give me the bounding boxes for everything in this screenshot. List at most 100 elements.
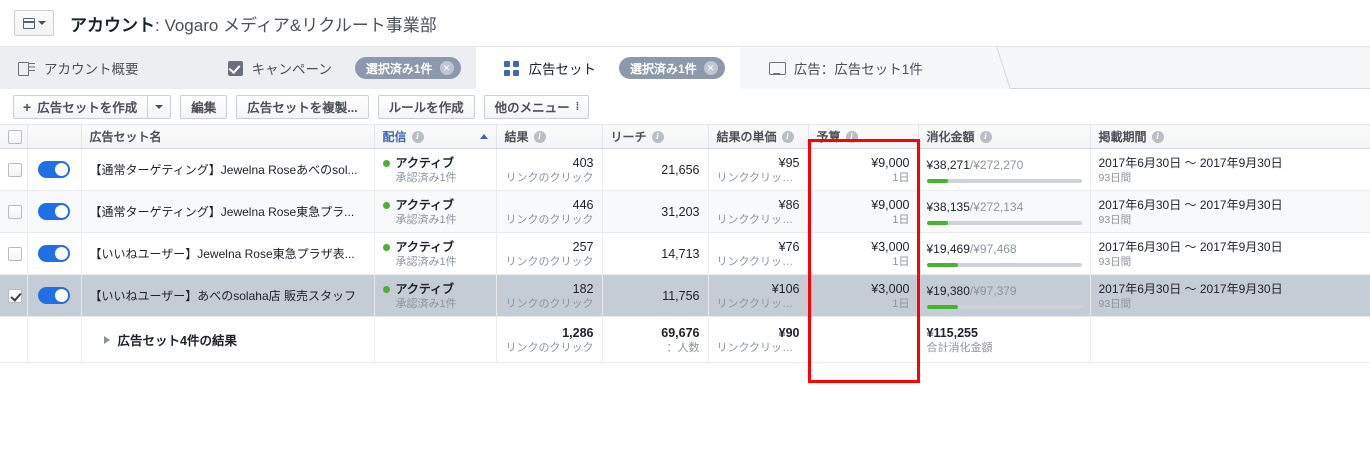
- info-icon[interactable]: i: [533, 130, 546, 143]
- header-cost-per-result[interactable]: 結果の単価 i: [708, 124, 809, 149]
- header-budget[interactable]: 予算 i: [808, 124, 919, 149]
- summary-label-cell[interactable]: 広告セット4件の結果: [81, 316, 375, 363]
- row-checkbox[interactable]: [8, 162, 22, 177]
- account-name: Vogaro メディア&リクルート事業部: [164, 15, 437, 35]
- row-checkbox[interactable]: [8, 288, 22, 303]
- header-toggle: [27, 124, 82, 149]
- row-checkbox[interactable]: [8, 246, 22, 261]
- more-menu-label: 他のメニュー: [494, 101, 570, 115]
- campaign-selected-count: 選択済み1件: [365, 61, 433, 76]
- row-checkbox-cell[interactable]: [0, 232, 28, 275]
- adset-name-link[interactable]: 【通常ターゲティング】Jewelna Rose東急プラ...: [81, 190, 375, 233]
- adsets-table: 広告セット名 配信 i 結果 i リーチ i: [0, 124, 1370, 363]
- summary-delivery-cell: [374, 316, 497, 363]
- budget-sub: 1日: [892, 255, 910, 268]
- results-sub: リンクのクリック: [505, 171, 594, 184]
- info-icon[interactable]: i: [781, 130, 794, 143]
- spend-progress-bar: [926, 220, 1082, 225]
- info-icon[interactable]: i: [845, 130, 858, 143]
- spent-amount: ¥19,380: [926, 283, 970, 298]
- sort-ascending-icon[interactable]: [479, 134, 488, 139]
- summary-reach-sub: ：人数: [666, 341, 700, 354]
- summary-results-cell: 1,286 リンクのクリック: [496, 316, 603, 363]
- schedule-cell: 2017年6月30日 ～ 2017年9月30日 93日間: [1090, 274, 1370, 317]
- results-value: 403: [572, 155, 594, 170]
- account-switcher-button[interactable]: [14, 10, 54, 36]
- row-toggle-cell[interactable]: [27, 190, 82, 233]
- spend-progress-fill: [926, 220, 949, 225]
- results-value: 257: [572, 239, 594, 254]
- header-adset-name[interactable]: 広告セット名: [81, 124, 375, 149]
- delivery-substatus: 承認済み1件: [395, 297, 457, 310]
- tab-ad-label: 広告：広告セット1件: [793, 62, 923, 77]
- row-checkbox-cell[interactable]: [0, 274, 28, 317]
- tab-bar: アカウント概要 キャンペーン 選択済み1件 ✕ 広告セッ: [0, 47, 1370, 89]
- adset-status-toggle[interactable]: [38, 245, 70, 262]
- reach-value: 14,713: [661, 246, 700, 261]
- spent-amount: ¥38,135: [926, 199, 970, 214]
- adset-status-toggle[interactable]: [38, 161, 70, 178]
- campaign-checkbox-icon: [227, 60, 243, 76]
- header-select-all[interactable]: [0, 124, 28, 149]
- cost-value: ¥76: [778, 239, 800, 254]
- close-icon[interactable]: ✕: [439, 61, 454, 75]
- table-row[interactable]: 【通常ターゲティング】Jewelna Rose東急プラ... アクティブ 承認済…: [0, 190, 1370, 233]
- info-icon[interactable]: i: [1151, 130, 1164, 143]
- close-icon[interactable]: ✕: [703, 61, 718, 75]
- results-sub: リンクのクリック: [505, 213, 594, 226]
- reach-cell: 14,713: [602, 232, 709, 275]
- select-all-checkbox[interactable]: [8, 129, 22, 144]
- create-rule-button[interactable]: ルールを作成: [377, 94, 475, 119]
- edit-button[interactable]: 編集: [180, 94, 228, 119]
- summary-label: 広告セット4件の結果: [117, 334, 237, 348]
- summary-schedule-cell: [1090, 316, 1370, 363]
- schedule-cell: 2017年6月30日 ～ 2017年9月30日 93日間: [1090, 148, 1370, 191]
- row-toggle-cell[interactable]: [27, 232, 82, 275]
- info-icon[interactable]: i: [411, 130, 424, 143]
- row-toggle-cell[interactable]: [27, 274, 82, 317]
- table-row[interactable]: 【通常ターゲティング】Jewelna Roseあべのsol... アクティブ 承…: [0, 148, 1370, 191]
- adset-name-link[interactable]: 【通常ターゲティング】Jewelna Roseあべのsol...: [81, 148, 375, 191]
- cost-per-result-cell: ¥95 リンククリック...: [708, 148, 809, 191]
- results-cell: 403 リンクのクリック: [496, 148, 603, 191]
- table-row[interactable]: 【いいねユーザー】Jewelna Rose東急プラザ表... アクティブ 承認済…: [0, 232, 1370, 275]
- info-icon[interactable]: i: [651, 130, 664, 143]
- row-toggle-cell[interactable]: [27, 148, 82, 191]
- header-schedule[interactable]: 掲載期間 i: [1090, 124, 1370, 149]
- create-adset-button[interactable]: + 広告セットを作成: [13, 94, 148, 119]
- schedule-duration: 93日間: [1098, 297, 1132, 310]
- duplicate-adset-button[interactable]: 広告セットを複製...: [236, 94, 369, 119]
- cost-sub: リンククリック...: [716, 255, 800, 268]
- row-checkbox-cell[interactable]: [0, 148, 28, 191]
- create-adset-dropdown-button[interactable]: [147, 94, 172, 119]
- adset-name-link[interactable]: 【いいねユーザー】Jewelna Rose東急プラザ表...: [81, 232, 375, 275]
- row-checkbox[interactable]: [8, 204, 22, 219]
- budget-sub: 1日: [892, 171, 910, 184]
- tab-ad[interactable]: 広告：広告セット1件: [739, 47, 1011, 89]
- delivery-substatus: 承認済み1件: [395, 171, 457, 184]
- spend-progress-bar: [926, 304, 1082, 309]
- expand-triangle-icon[interactable]: [103, 335, 110, 344]
- adset-name-link[interactable]: 【いいねユーザー】あべのsolaha店 販売スタッフ: [81, 274, 375, 317]
- reach-cell: 21,656: [602, 148, 709, 191]
- header-reach[interactable]: リーチ i: [602, 124, 709, 149]
- tab-campaign[interactable]: キャンペーン 選択済み1件 ✕: [199, 47, 493, 89]
- adset-status-toggle[interactable]: [38, 287, 70, 304]
- header-delivery[interactable]: 配信 i: [374, 124, 497, 149]
- results-sub: リンクのクリック: [505, 297, 594, 310]
- budget-cell: ¥9,000 1日: [808, 190, 919, 233]
- row-checkbox-cell[interactable]: [0, 190, 28, 233]
- adset-status-toggle[interactable]: [38, 203, 70, 220]
- action-toolbar: + 広告セットを作成 編集 広告セットを複製... ルールを作成 他のメニュー …: [0, 89, 1370, 124]
- plus-icon: +: [23, 98, 32, 115]
- more-menu-button[interactable]: 他のメニュー ⁞: [483, 94, 590, 119]
- tab-adset[interactable]: 広告セット 選択済み1件 ✕: [475, 47, 757, 89]
- header-results[interactable]: 結果 i: [496, 124, 603, 149]
- info-icon[interactable]: i: [979, 130, 992, 143]
- header-amount-spent[interactable]: 消化金額 i: [918, 124, 1091, 149]
- delivery-cell: アクティブ 承認済み1件: [374, 148, 497, 191]
- tab-account-overview[interactable]: アカウント概要: [0, 47, 217, 89]
- table-row[interactable]: 【いいねユーザー】あべのsolaha店 販売スタッフ アクティブ 承認済み1件 …: [0, 274, 1370, 317]
- summary-checkbox-cell: [0, 316, 28, 363]
- spent-total: /¥97,468: [969, 241, 1017, 256]
